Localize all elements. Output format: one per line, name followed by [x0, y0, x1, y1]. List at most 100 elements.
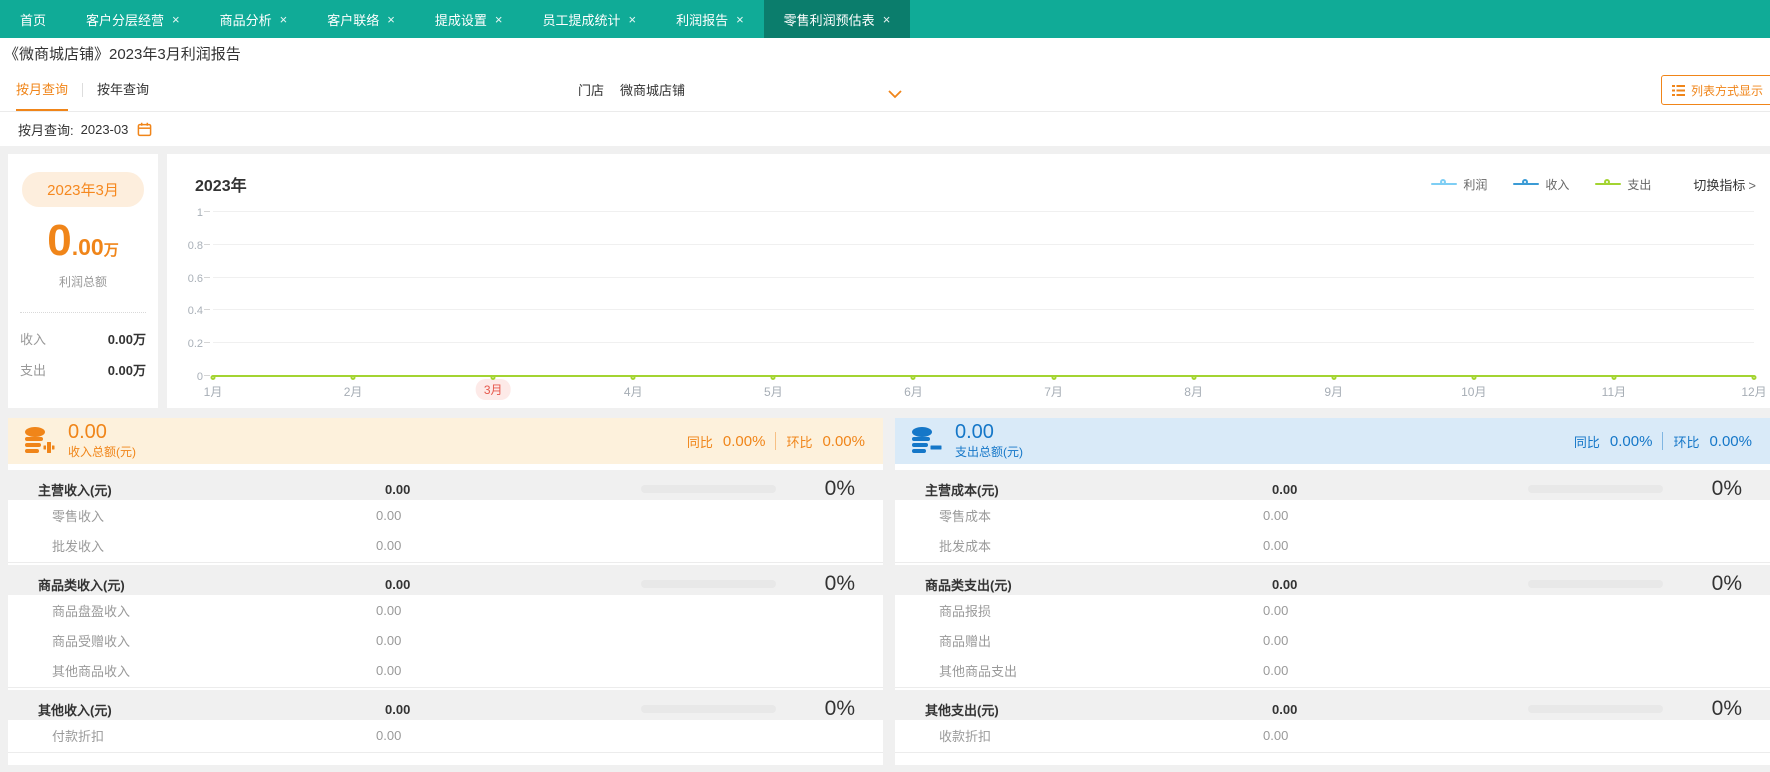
legend-item[interactable]: 利润 [1431, 176, 1487, 193]
legend-marker-icon [1431, 179, 1458, 189]
tab-item-1[interactable]: 首页 [0, 0, 66, 38]
profit-total-caption: 利润总额 [58, 275, 107, 289]
x-axis-label: 7月 [1044, 385, 1063, 399]
data-point [1191, 375, 1197, 380]
x-axis-label: 2月 [343, 385, 363, 399]
income-row-label: 批发收入 [52, 538, 105, 554]
expense-row-label: 零售成本 [939, 508, 992, 524]
income-row-label: 主营收入(元) [38, 482, 112, 498]
tab-label: 首页 [20, 12, 47, 28]
chevron-down-icon[interactable] [888, 86, 902, 104]
expense-row: 收款折扣 0.00 [895, 720, 1770, 750]
tab-label: 员工提成统计 [542, 12, 621, 28]
data-point [630, 375, 636, 380]
divider [775, 432, 777, 450]
expense-total-label: 支出总额(元) [955, 445, 1023, 459]
y-axis-tick [204, 309, 210, 311]
expense-row-value: 0.00 [1263, 632, 1289, 648]
expense-row-value: 0.00 [1263, 662, 1289, 678]
expense-row-value: 0.00 [1263, 537, 1289, 553]
expense-row-label: 商品赠出 [939, 633, 992, 649]
detail-panels: 0.00 收入总额(元) 同比 0.00% 环比 0.00% 主营收入(元) 0.… [0, 408, 1770, 772]
tab-item-7[interactable]: 利润报告 × [656, 0, 764, 38]
expense-series-line [213, 375, 1754, 377]
expense-row: 其他支出(元) 0.00 0% [895, 690, 1770, 720]
data-point [1051, 375, 1057, 380]
tab-close-icon[interactable]: × [628, 11, 637, 27]
store-select[interactable]: 门店 微商城店铺 [578, 68, 685, 111]
calendar-icon[interactable] [137, 122, 152, 137]
income-row-label: 零售收入 [52, 508, 105, 524]
tab-label: 提成设置 [434, 12, 487, 28]
tab-close-icon[interactable]: × [387, 11, 395, 27]
tab-item-8[interactable]: 零售利润预估表 × [763, 0, 911, 38]
x-axis-label: 9月 [1324, 385, 1344, 399]
tab-item-6[interactable]: 员工提成统计 × [522, 0, 656, 38]
tab-close-icon[interactable]: × [494, 11, 503, 27]
income-panel: 0.00 收入总额(元) 同比 0.00% 环比 0.00% 主营收入(元) 0.… [8, 418, 883, 765]
x-axis-label: 4月 [623, 385, 643, 399]
data-point [350, 375, 356, 380]
tab-item-5[interactable]: 提成设置 × [415, 0, 523, 38]
x-axis-label: 11月 [1601, 385, 1627, 399]
summary-row: 收入 0.00万 [20, 329, 146, 348]
income-row-value: 0.00 [376, 727, 402, 743]
income-yoy-value: 0.00% [722, 432, 766, 450]
y-axis-label: 0 [196, 371, 203, 383]
divider [895, 687, 1770, 688]
list-view-button[interactable]: 列表方式显示 [1660, 75, 1770, 105]
data-point [210, 375, 216, 380]
income-row-value: 0.00 [385, 701, 411, 717]
income-row: 零售收入 0.00 [8, 500, 883, 530]
tab-close-icon[interactable]: × [736, 11, 744, 27]
tab-close-icon[interactable]: × [172, 11, 180, 27]
chart-legend: 利润 收入 支出 [1431, 176, 1651, 193]
summary-row-label: 支出 [20, 363, 47, 378]
divider [895, 562, 1770, 563]
legend-item[interactable]: 支出 [1595, 176, 1651, 193]
x-axis-label: 5月 [764, 385, 783, 399]
summary-row-value: 0.00万 [107, 363, 146, 378]
expense-mom-value: 0.00% [1709, 432, 1752, 450]
income-row-label: 商品受赠收入 [52, 633, 131, 649]
gridline [213, 309, 1754, 311]
tab-close-icon[interactable]: × [882, 11, 891, 27]
income-row-label: 商品盘盈收入 [52, 603, 131, 619]
tab-label: 零售利润预估表 [783, 12, 875, 28]
income-row-label: 付款折扣 [52, 728, 105, 744]
x-axis-label: 8月 [1184, 385, 1203, 399]
data-point [910, 375, 916, 380]
y-axis-tick [204, 211, 210, 212]
progress-bar [1528, 485, 1663, 493]
x-axis-label: 12月 [1741, 385, 1767, 399]
date-filter-value[interactable]: 2023-03 [80, 121, 129, 137]
store-label: 门店 [578, 83, 605, 98]
legend-label: 支出 [1627, 177, 1652, 192]
tab-item-3[interactable]: 商品分析 × [200, 0, 308, 38]
percent-value: 0% [1711, 572, 1742, 595]
date-filter-label: 按月查询: [18, 122, 74, 138]
expense-row-value: 0.00 [1272, 481, 1298, 497]
chart-panel: 2023年 利润 收入 支出 切换指标 > 1月 2月 3月 4月 5月 6月 7月 8月 9月 10月… [167, 154, 1770, 408]
tab-item-2[interactable]: 客户分层经营 × [66, 0, 200, 38]
income-table: 主营收入(元) 0.00 0% 零售收入 0.00 批发收入 0.00 商品类收入(元) 0.0… [8, 464, 883, 765]
tab-item-4[interactable]: 客户联络 × [307, 0, 415, 38]
tab-close-icon[interactable]: × [279, 11, 288, 27]
x-axis-label: 6月 [904, 385, 923, 399]
expense-row-label: 批发成本 [939, 538, 992, 554]
expense-row-label: 其他支出(元) [925, 702, 999, 718]
percent-value: 0% [1711, 477, 1742, 500]
switch-metric-link[interactable]: 切换指标 > [1693, 177, 1756, 193]
query-tab-2[interactable]: 按年查询 [97, 82, 150, 97]
income-panel-header: 0.00 收入总额(元) 同比 0.00% 环比 0.00% [8, 418, 883, 464]
income-row-value: 0.00 [385, 481, 411, 497]
gridline [213, 211, 1754, 212]
data-point [770, 375, 776, 380]
expense-row: 其他商品支出 0.00 [895, 655, 1770, 685]
legend-item[interactable]: 收入 [1513, 176, 1569, 193]
income-row: 商品类收入(元) 0.00 0% [8, 565, 883, 595]
expense-row-label: 商品报损 [939, 603, 992, 619]
line-chart-plot: 1月 2月 3月 4月 5月 6月 7月 8月 9月 10月 11月 12月 0 0.2 0.4 0.6 0.… [188, 207, 1767, 400]
query-tab-1[interactable]: 按月查询 [16, 68, 69, 111]
income-coins-icon [22, 424, 56, 458]
